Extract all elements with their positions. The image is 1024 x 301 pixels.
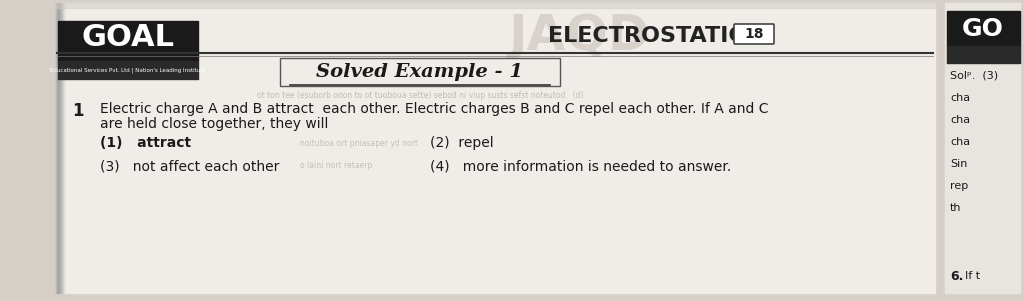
Bar	[61, 3, 63, 293]
Text: (4)   more information is needed to answer.: (4) more information is needed to answer…	[430, 159, 731, 173]
Text: rep: rep	[950, 181, 969, 191]
Text: 18: 18	[744, 27, 764, 41]
Bar	[58, 61, 198, 79]
Bar	[55, 3, 935, 293]
FancyBboxPatch shape	[734, 24, 774, 44]
Text: are held close together, they will: are held close together, they will	[100, 117, 329, 131]
Text: cha: cha	[950, 115, 970, 125]
Bar	[55, 3, 58, 293]
Text: ELECTROSTATICS: ELECTROSTATICS	[549, 26, 762, 46]
Text: If t: If t	[965, 271, 980, 281]
Bar	[58, 21, 198, 61]
Bar	[947, 11, 1020, 46]
Text: GOAL: GOAL	[82, 23, 174, 51]
Bar	[55, 3, 935, 8]
Text: cha: cha	[950, 137, 970, 147]
Text: o laini nort retaerp: o laini nort retaerp	[300, 162, 373, 170]
Text: 6.: 6.	[950, 269, 964, 283]
Text: Electric charge A and B attract  each other. Electric charges B and C repel each: Electric charge A and B attract each oth…	[100, 102, 768, 116]
Text: 1: 1	[72, 102, 84, 120]
Text: ot ton tee (esuborb ooon to ot tuoboua sette) sebod ni viup susts sefst noteutod: ot ton tee (esuborb ooon to ot tuoboua s…	[257, 92, 584, 101]
Text: (1)   attract: (1) attract	[100, 136, 191, 150]
Bar	[945, 3, 1020, 293]
Text: Sin: Sin	[950, 159, 968, 169]
Text: GO: GO	[963, 17, 1004, 41]
Text: Educational Services Pvt. Ltd | Nation's Leading Institute: Educational Services Pvt. Ltd | Nation's…	[50, 67, 206, 73]
Text: noituboa ort pniasaper yd nort: noituboa ort pniasaper yd nort	[300, 138, 418, 147]
Bar	[60, 3, 63, 293]
Bar	[57, 3, 60, 293]
Text: JAQD: JAQD	[509, 12, 650, 60]
FancyBboxPatch shape	[280, 58, 560, 86]
Bar	[56, 3, 59, 293]
Text: (2)  repel: (2) repel	[430, 136, 494, 150]
Text: Solved Example - 1: Solved Example - 1	[316, 63, 523, 81]
Bar	[947, 46, 1020, 63]
Bar	[62, 3, 65, 293]
Text: th: th	[950, 203, 962, 213]
Text: (3)   not affect each other: (3) not affect each other	[100, 159, 280, 173]
Text: cha: cha	[950, 93, 970, 103]
Bar	[58, 3, 61, 293]
Text: Solᵖ.  (3): Solᵖ. (3)	[950, 71, 998, 81]
Bar	[59, 3, 62, 293]
